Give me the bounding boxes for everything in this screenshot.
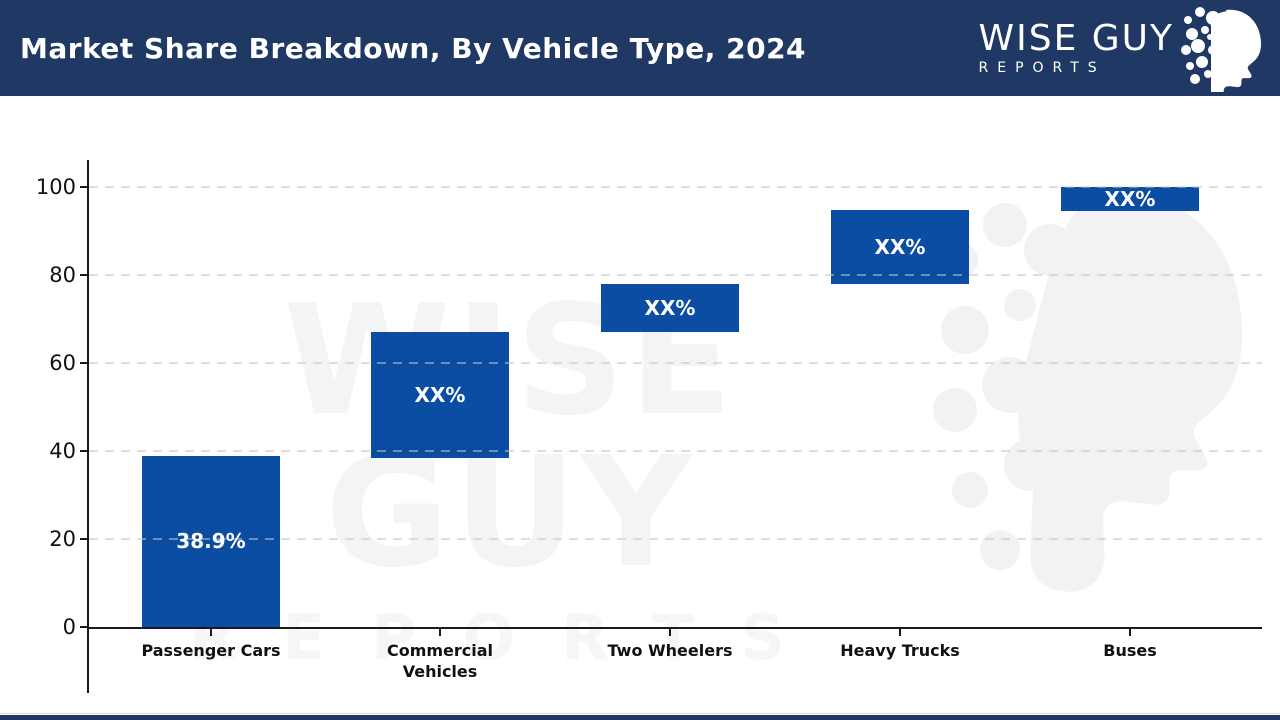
gridline-20 <box>89 538 1262 540</box>
logo-face-icon <box>1181 7 1262 92</box>
x-category-label: Two Wheelers <box>607 641 733 660</box>
y-axis-line <box>87 160 89 693</box>
bar-value-label: XX% <box>1104 187 1156 212</box>
gridline-100 <box>89 186 1262 188</box>
x-tick <box>1129 629 1131 636</box>
header-bar: Market Share Breakdown, By Vehicle Type,… <box>0 0 1280 96</box>
x-category-label: Commercial Vehicles <box>386 641 494 681</box>
bar-value-label: XX% <box>414 382 466 407</box>
y-tick-label-100: 100 <box>35 175 76 199</box>
y-tick-label-80: 80 <box>49 263 76 287</box>
y-tick-80 <box>80 274 87 276</box>
x-category-label: Heavy Trucks <box>840 641 960 660</box>
bar-segment <box>371 332 509 458</box>
gridline-80 <box>89 274 1262 276</box>
logo-text: WISE GUY REPORTS <box>978 18 1175 76</box>
x-tick <box>899 629 901 636</box>
y-tick-label-0: 0 <box>62 615 76 639</box>
logo-wordmark: WISE GUY <box>978 18 1174 59</box>
bottom-hairline <box>0 713 1280 714</box>
x-axis-line <box>87 627 1262 629</box>
y-tick-100 <box>80 186 87 188</box>
y-tick-20 <box>80 538 87 540</box>
y-tick-label-40: 40 <box>49 439 76 463</box>
wise-guy-reports-logo: WISE GUY REPORTS <box>979 4 1280 92</box>
gridline-40 <box>89 450 1262 452</box>
x-tick <box>439 629 441 636</box>
y-tick-60 <box>80 362 87 364</box>
x-tick <box>669 629 671 636</box>
y-tick-0 <box>80 626 87 628</box>
page-title: Market Share Breakdown, By Vehicle Type,… <box>20 31 807 65</box>
bar-value-label: XX% <box>874 234 926 259</box>
x-category-label: Passenger Cars <box>141 641 281 660</box>
x-category-label: Buses <box>1103 641 1157 660</box>
y-tick-label-20: 20 <box>49 527 76 551</box>
bar-value-label: XX% <box>644 295 696 320</box>
logo-subtitle: REPORTS <box>978 60 1106 76</box>
bar-value-label: 38.9% <box>176 529 246 554</box>
x-tick <box>210 629 212 636</box>
plot-area: 0 20 40 60 80 100 38.9% Passenger Cars XX% Commer… <box>0 96 1280 715</box>
bottom-accent-bar <box>0 715 1280 720</box>
bar-segment <box>142 455 280 627</box>
y-tick-label-60: 60 <box>49 351 76 375</box>
gridline-60 <box>89 362 1262 364</box>
bar-segment <box>601 283 739 333</box>
y-tick-40 <box>80 450 87 452</box>
